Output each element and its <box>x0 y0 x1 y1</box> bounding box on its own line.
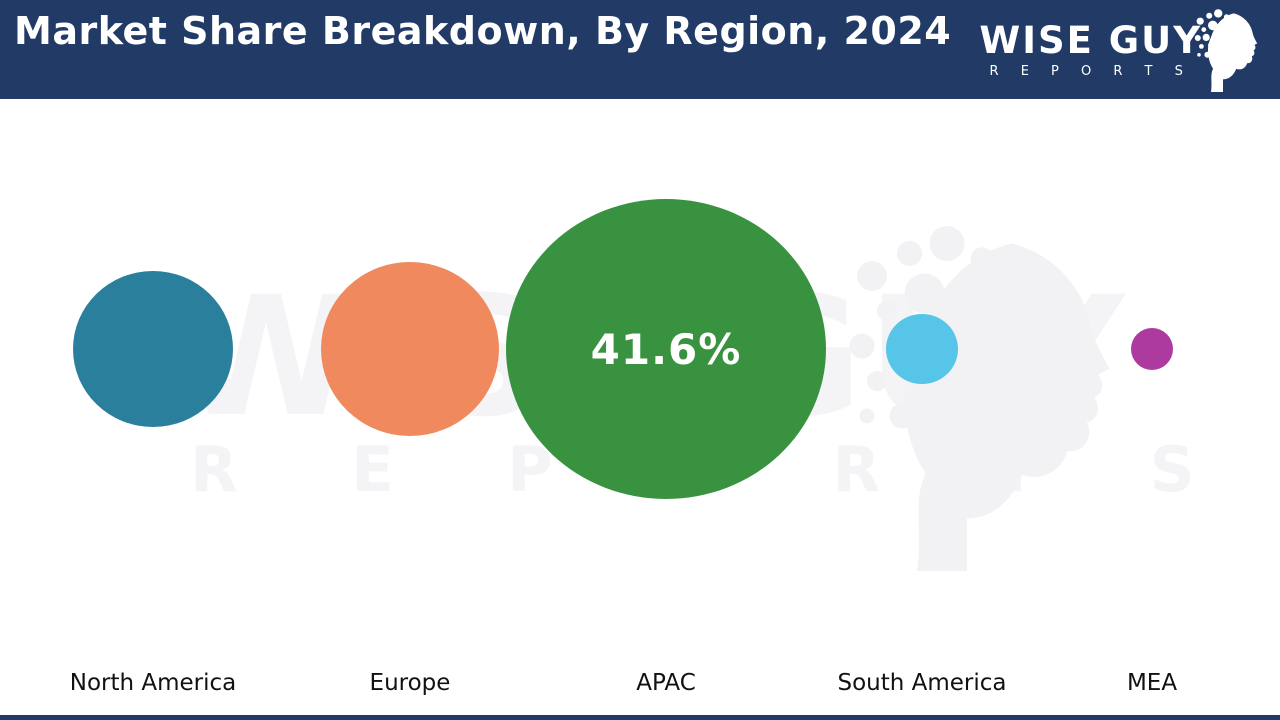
category-label-mea: MEA <box>1126 670 1178 696</box>
page-title: Market Share Breakdown, By Region, 2024 <box>14 9 952 53</box>
bubble-north-america <box>73 271 233 427</box>
category-axis: North America Europe APAC South America MEA <box>0 670 1280 702</box>
brand-logo: WISE GUY R E P O R T S <box>979 8 1266 92</box>
category-label-europe: Europe <box>369 670 451 696</box>
bubble-europe <box>321 262 499 436</box>
header: Market Share Breakdown, By Region, 2024 … <box>0 0 1280 99</box>
brand-name: WISE GUY <box>979 19 1202 62</box>
category-label-apac: APAC <box>636 670 696 696</box>
brand-logo-text: WISE GUY R E P O R T S <box>979 22 1202 78</box>
category-label-north-america: North America <box>69 670 237 696</box>
bubble-chart: WISE GUY R E P O R T S 41.6% North Ameri… <box>0 99 1280 715</box>
bubble-apac: 41.6% <box>506 199 826 499</box>
brand-subtitle: R E P O R T S <box>989 64 1192 79</box>
bubble-south-america <box>886 314 958 384</box>
bubble-mea <box>1131 328 1173 370</box>
category-label-south-america: South America <box>837 670 1007 696</box>
bubble-value-label: 41.6% <box>590 324 742 374</box>
bottom-accent-bar <box>0 715 1280 720</box>
